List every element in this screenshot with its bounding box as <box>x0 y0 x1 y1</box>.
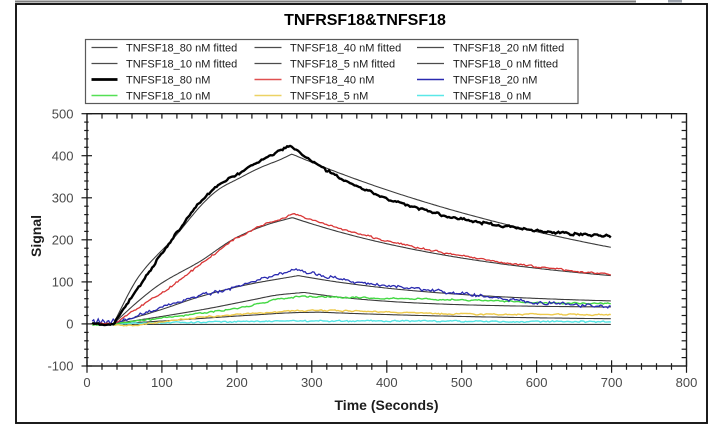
svg-text:200: 200 <box>226 375 248 390</box>
svg-text:0: 0 <box>66 317 73 332</box>
svg-text:-100: -100 <box>47 359 73 374</box>
svg-text:TNFSF18_0 nM fitted: TNFSF18_0 nM fitted <box>453 59 558 71</box>
svg-text:500: 500 <box>52 106 74 121</box>
svg-text:TNFSF18_80 nM: TNFSF18_80 nM <box>126 75 210 87</box>
svg-text:TNFSF18_10 nM fitted: TNFSF18_10 nM fitted <box>126 59 237 71</box>
svg-text:TNFSF18_5 nM fitted: TNFSF18_5 nM fitted <box>290 59 395 71</box>
svg-text:TNFSF18_40 nM fitted: TNFSF18_40 nM fitted <box>290 43 401 55</box>
svg-text:500: 500 <box>451 375 473 390</box>
svg-text:0: 0 <box>83 375 90 390</box>
svg-text:TNFSF18_0 nM: TNFSF18_0 nM <box>453 91 531 103</box>
svg-text:TNFSF18_20 nM: TNFSF18_20 nM <box>453 75 537 87</box>
svg-text:600: 600 <box>526 375 548 390</box>
svg-text:800: 800 <box>676 375 698 390</box>
svg-text:300: 300 <box>301 375 323 390</box>
svg-text:200: 200 <box>52 232 74 247</box>
svg-text:700: 700 <box>601 375 623 390</box>
svg-text:TNFRSF18&TNFSF18: TNFRSF18&TNFSF18 <box>284 12 446 29</box>
svg-text:300: 300 <box>52 190 74 205</box>
svg-text:TNFSF18_80 nM fitted: TNFSF18_80 nM fitted <box>126 43 237 55</box>
svg-text:TNFSF18_40 nM: TNFSF18_40 nM <box>290 75 374 87</box>
svg-text:TNFSF18_10 nM: TNFSF18_10 nM <box>126 91 210 103</box>
svg-text:TNFSF18_5 nM: TNFSF18_5 nM <box>290 91 368 103</box>
svg-text:100: 100 <box>52 275 74 290</box>
svg-text:TNFSF18_20 nM fitted: TNFSF18_20 nM fitted <box>453 43 564 55</box>
svg-text:100: 100 <box>151 375 173 390</box>
svg-text:Signal: Signal <box>28 215 44 257</box>
svg-text:Time (Seconds): Time (Seconds) <box>335 397 439 413</box>
svg-text:400: 400 <box>52 148 74 163</box>
svg-text:400: 400 <box>376 375 398 390</box>
